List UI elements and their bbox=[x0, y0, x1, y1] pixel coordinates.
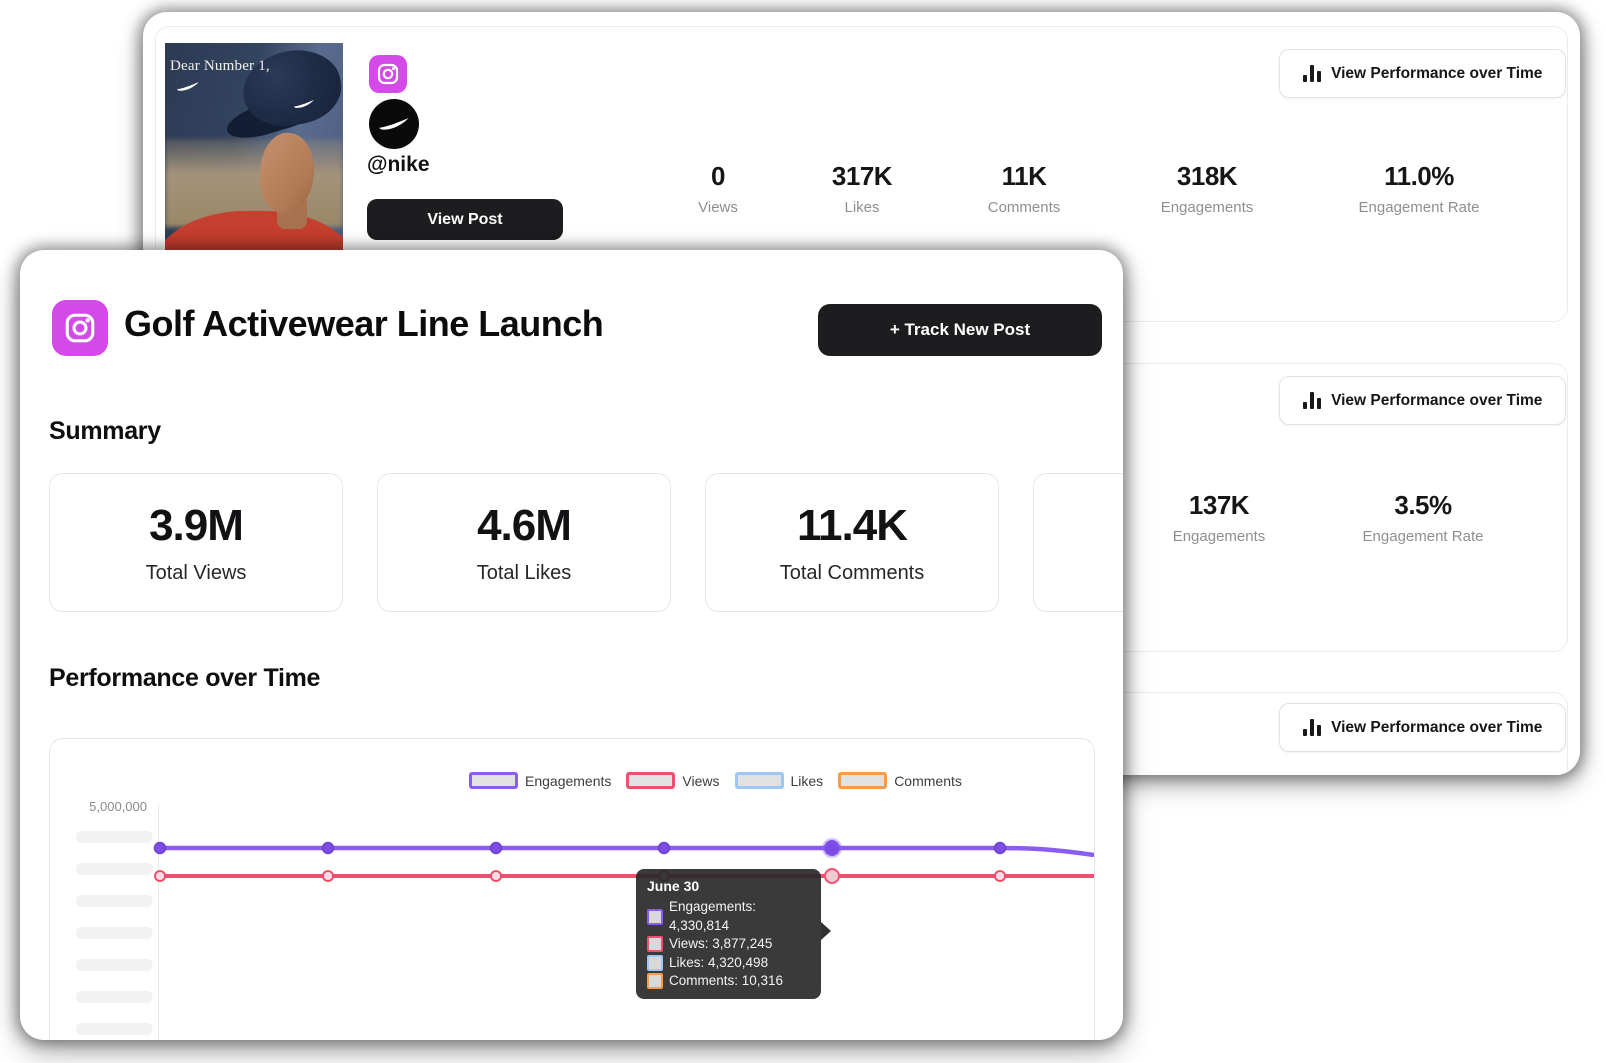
track-new-post-button[interactable]: + Track New Post bbox=[818, 304, 1102, 356]
tooltip-arrow bbox=[821, 922, 831, 940]
engagements-swatch-icon bbox=[647, 908, 663, 925]
y-tick-skeleton bbox=[76, 863, 153, 875]
stat-engagement-rate: 11.0% Engagement Rate bbox=[1358, 161, 1480, 216]
chart-plot-area bbox=[153, 838, 1094, 884]
hovered-engagements-point[interactable] bbox=[822, 838, 842, 858]
tooltip-row: Engagements: 4,330,814 bbox=[647, 898, 810, 935]
summary-card-total-likes: 4.6M Total Likes bbox=[377, 473, 671, 612]
tooltip-date: June 30 bbox=[647, 878, 700, 894]
chart-legend: Engagements Views Likes Comments bbox=[469, 772, 962, 789]
y-tick-skeleton bbox=[76, 959, 153, 971]
hovered-views-point[interactable] bbox=[824, 868, 840, 884]
views-swatch-icon bbox=[626, 772, 676, 789]
stat-engagement-rate: 3.5% Engagement Rate bbox=[1362, 490, 1484, 545]
bar-chart-icon bbox=[1302, 719, 1322, 736]
views-swatch-icon bbox=[647, 936, 663, 953]
tooltip-row: Views: 3,877,245 bbox=[647, 935, 810, 954]
summary-card-clipped: T bbox=[1033, 473, 1123, 612]
nike-logo-icon bbox=[369, 99, 419, 149]
chart-tooltip: June 30 Engagements: 4,330,814 Views: 3,… bbox=[636, 869, 831, 999]
summary-card-total-comments: 11.4K Total Comments bbox=[705, 473, 999, 612]
view-performance-button[interactable]: View Performance over Time bbox=[1279, 703, 1566, 752]
view-post-button[interactable]: View Post bbox=[367, 199, 563, 240]
photo-caption: Dear Number 1, bbox=[170, 58, 270, 74]
y-axis-line bbox=[158, 805, 159, 1040]
stat-likes: 317K Likes bbox=[831, 161, 893, 216]
y-tick-skeleton bbox=[76, 927, 153, 939]
nike-swoosh-icon bbox=[177, 82, 199, 91]
y-axis-top-tick: 5,000,000 bbox=[89, 799, 147, 814]
y-tick-skeleton bbox=[76, 991, 153, 1003]
likes-swatch-icon bbox=[734, 772, 784, 789]
instagram-icon bbox=[369, 55, 407, 93]
account-handle: @nike bbox=[367, 153, 430, 176]
stat-comments: 11K Comments bbox=[987, 161, 1061, 216]
bar-chart-icon bbox=[1302, 65, 1322, 82]
campaign-tracker-window: Golf Activewear Line Launch + Track New … bbox=[20, 250, 1123, 1040]
summary-heading: Summary bbox=[49, 417, 161, 445]
stat-engagements: 318K Engagements bbox=[1160, 161, 1254, 216]
legend-item-comments[interactable]: Comments bbox=[838, 772, 962, 789]
tooltip-row: Comments: 10,316 bbox=[647, 972, 810, 991]
view-performance-button[interactable]: View Performance over Time bbox=[1279, 49, 1566, 98]
likes-swatch-icon bbox=[647, 954, 663, 971]
engagements-points bbox=[153, 838, 1007, 858]
summary-card-total-views: 3.9M Total Views bbox=[49, 473, 343, 612]
y-tick-skeleton bbox=[76, 1023, 153, 1035]
tooltip-row: Likes: 4,320,498 bbox=[647, 954, 810, 973]
legend-item-engagements[interactable]: Engagements bbox=[469, 772, 611, 789]
comments-swatch-icon bbox=[838, 772, 888, 789]
y-tick-skeleton bbox=[76, 831, 153, 843]
page-title: Golf Activewear Line Launch bbox=[124, 303, 604, 344]
legend-item-views[interactable]: Views bbox=[626, 772, 720, 789]
engagements-line bbox=[160, 845, 1094, 858]
legend-item-likes[interactable]: Likes bbox=[734, 772, 823, 789]
view-performance-button[interactable]: View Performance over Time bbox=[1279, 376, 1566, 425]
comments-swatch-icon bbox=[647, 973, 663, 990]
nike-swoosh-icon bbox=[293, 99, 315, 108]
engagements-swatch-icon bbox=[469, 772, 518, 789]
y-tick-skeleton bbox=[76, 895, 153, 907]
stat-views: 0 Views bbox=[698, 161, 738, 216]
instagram-icon bbox=[52, 300, 108, 356]
stat-engagements: 137K Engagements bbox=[1172, 490, 1266, 545]
performance-chart: Engagements Views Likes Comments 5,000,0… bbox=[49, 738, 1095, 1040]
bar-chart-icon bbox=[1302, 392, 1322, 409]
performance-heading: Performance over Time bbox=[49, 664, 321, 692]
